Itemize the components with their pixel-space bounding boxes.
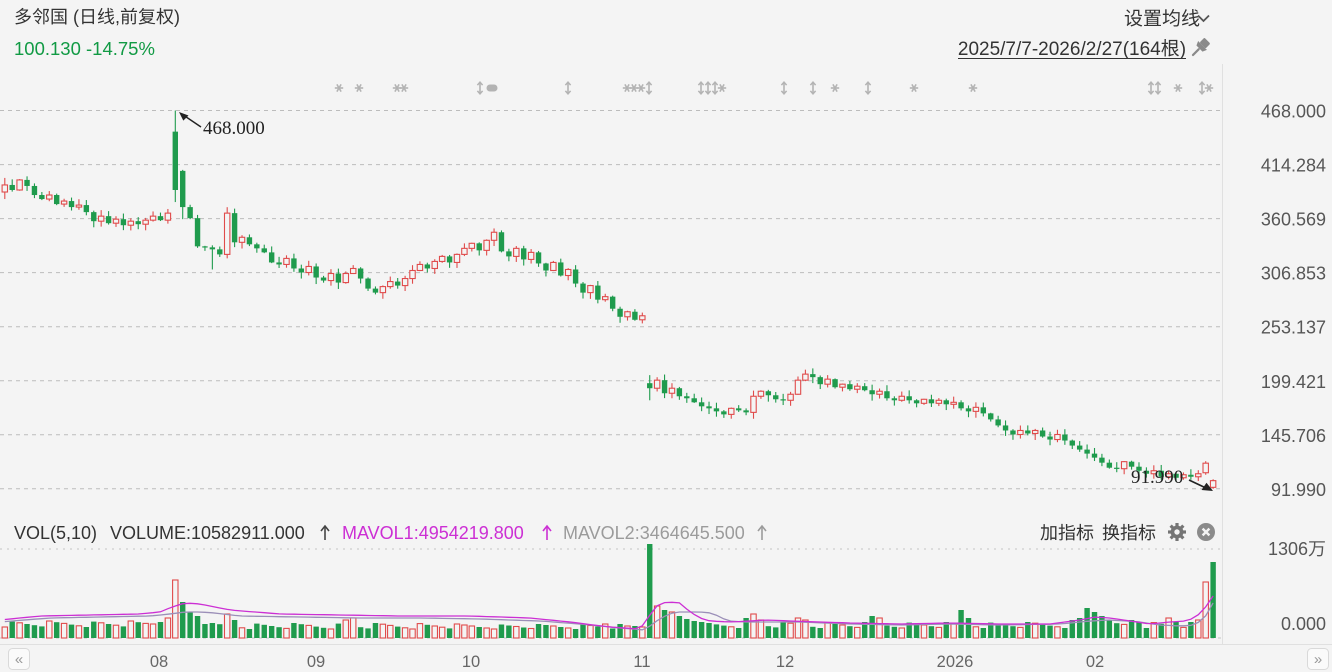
svg-text:10: 10 xyxy=(462,653,480,671)
svg-text:,: , xyxy=(115,7,120,27)
svg-text:VOL(5,10): VOL(5,10) xyxy=(14,523,97,543)
svg-text:): ) xyxy=(1180,39,1186,60)
svg-text:2025/7/7-2026/2/27(164: 2025/7/7-2026/2/27(164 xyxy=(958,39,1161,60)
svg-text:09: 09 xyxy=(307,653,325,671)
svg-text:11: 11 xyxy=(633,653,650,671)
svg-text:360.569: 360.569 xyxy=(1261,210,1326,230)
svg-text:0.000: 0.000 xyxy=(1281,614,1326,634)
svg-text:(: ( xyxy=(73,7,79,27)
svg-text:2026: 2026 xyxy=(937,653,974,671)
svg-text:1306: 1306 xyxy=(1268,539,1308,559)
svg-text:»: » xyxy=(1314,651,1322,668)
svg-text:306.853: 306.853 xyxy=(1261,264,1326,284)
svg-text:468.000: 468.000 xyxy=(203,118,265,139)
svg-text:«: « xyxy=(15,651,23,668)
svg-text:02: 02 xyxy=(1086,653,1104,671)
svg-text:MAVOL1:4954219.800: MAVOL1:4954219.800 xyxy=(342,523,524,543)
svg-text:12: 12 xyxy=(776,653,794,671)
svg-text:MAVOL2:3464645.500: MAVOL2:3464645.500 xyxy=(563,523,745,543)
svg-text:468.000: 468.000 xyxy=(1261,102,1326,122)
svg-text:91.990: 91.990 xyxy=(1271,480,1326,500)
svg-text:91.990: 91.990 xyxy=(1131,467,1183,488)
svg-text:145.706: 145.706 xyxy=(1261,426,1326,446)
svg-text:VOLUME:10582911.000: VOLUME:10582911.000 xyxy=(110,523,305,543)
svg-text:253.137: 253.137 xyxy=(1261,318,1326,338)
svg-text:100.130 -14.75%: 100.130 -14.75% xyxy=(14,38,155,59)
svg-text:08: 08 xyxy=(150,653,168,671)
svg-text:199.421: 199.421 xyxy=(1261,372,1326,392)
svg-text:): ) xyxy=(174,7,180,27)
svg-text:414.284: 414.284 xyxy=(1261,156,1326,176)
